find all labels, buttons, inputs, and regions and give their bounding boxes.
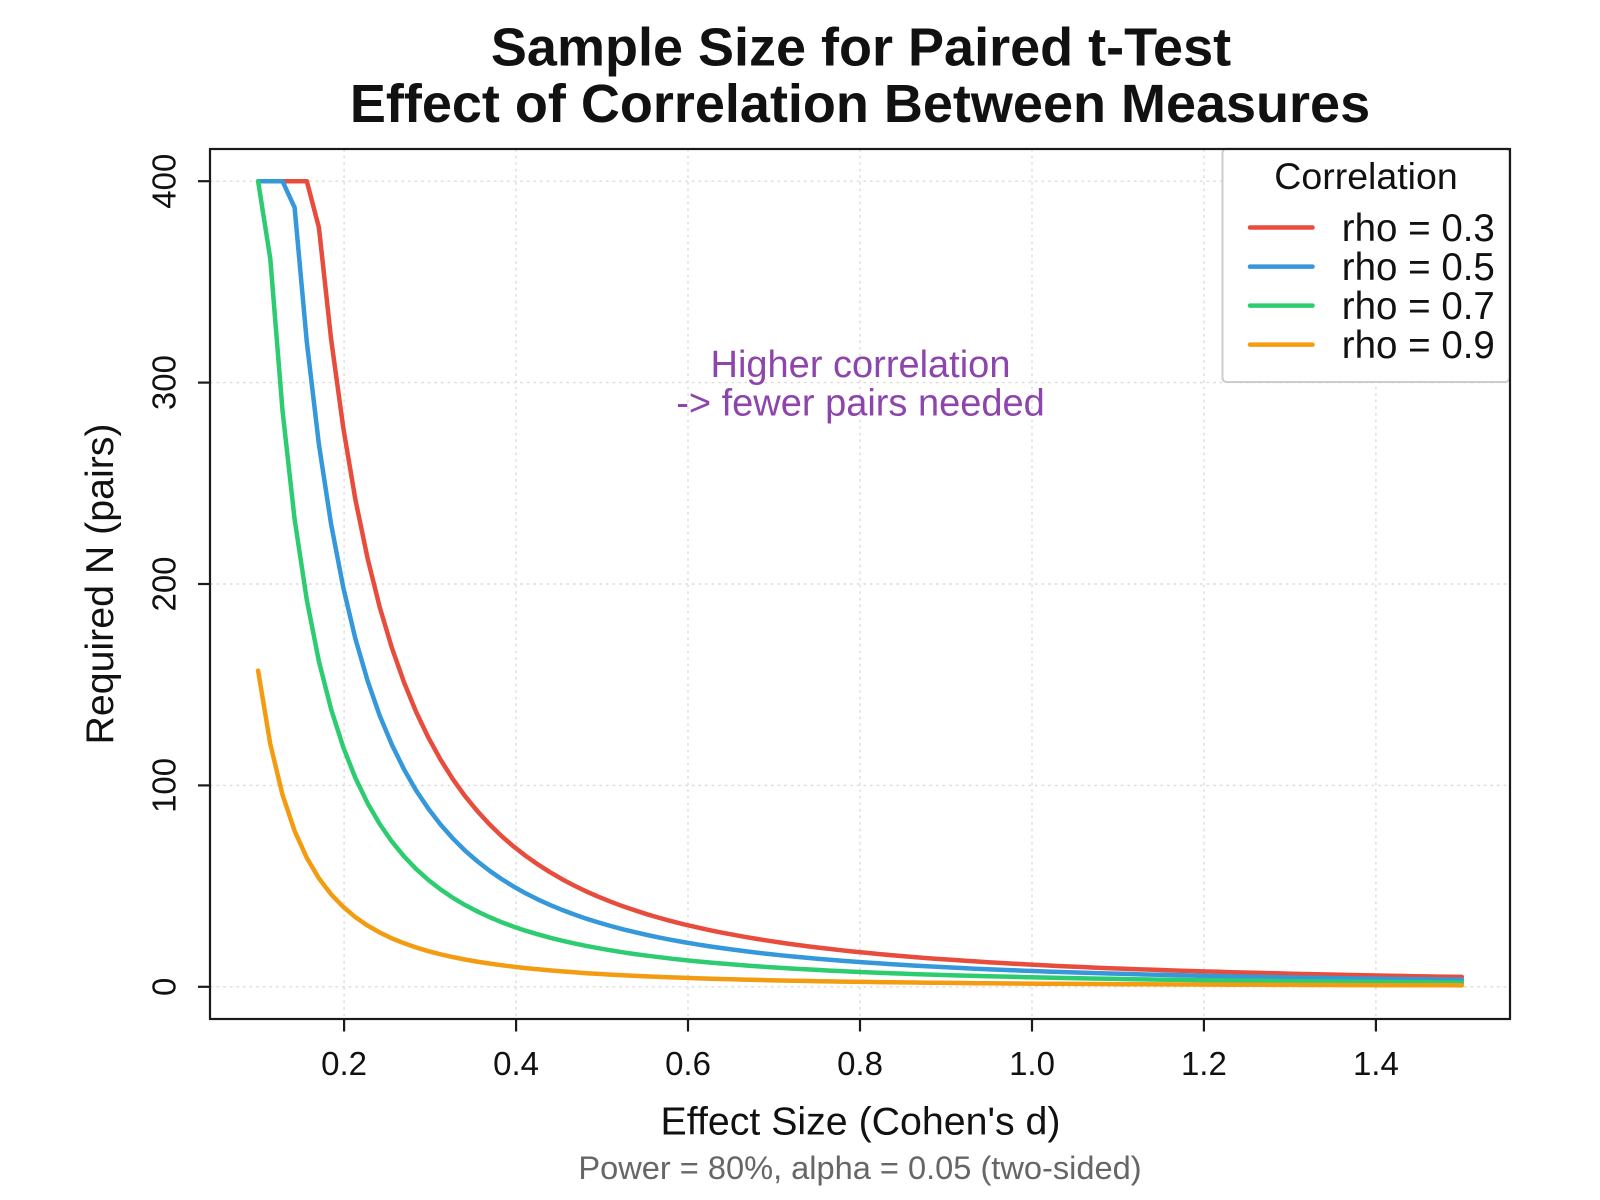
- svg-text:0.8: 0.8: [837, 1045, 883, 1082]
- svg-text:300: 300: [146, 355, 183, 410]
- svg-text:rho = 0.3: rho = 0.3: [1342, 207, 1495, 250]
- svg-text:rho = 0.7: rho = 0.7: [1342, 285, 1495, 328]
- svg-text:Power = 80%, alpha = 0.05 (two: Power = 80%, alpha = 0.05 (two-sided): [578, 1149, 1141, 1186]
- svg-text:200: 200: [146, 556, 183, 611]
- svg-text:-> fewer pairs needed: -> fewer pairs needed: [676, 383, 1045, 425]
- svg-text:1.2: 1.2: [1181, 1045, 1227, 1082]
- svg-text:rho = 0.5: rho = 0.5: [1342, 246, 1495, 289]
- svg-text:rho = 0.9: rho = 0.9: [1342, 324, 1495, 367]
- svg-text:Higher correlation: Higher correlation: [711, 344, 1011, 386]
- svg-text:0.2: 0.2: [321, 1045, 367, 1082]
- svg-text:1.4: 1.4: [1353, 1045, 1399, 1082]
- svg-text:Effect Size (Cohen's d): Effect Size (Cohen's d): [661, 1099, 1061, 1143]
- svg-text:100: 100: [146, 758, 183, 813]
- svg-text:0.6: 0.6: [665, 1045, 711, 1082]
- svg-text:Sample Size for Paired t-Test: Sample Size for Paired t-Test: [491, 18, 1231, 78]
- svg-text:0.4: 0.4: [493, 1045, 539, 1082]
- svg-text:Required N (pairs): Required N (pairs): [78, 423, 122, 744]
- svg-text:400: 400: [146, 154, 183, 209]
- svg-text:1.0: 1.0: [1009, 1045, 1055, 1082]
- svg-text:Effect of Correlation Between: Effect of Correlation Between Measures: [350, 74, 1370, 134]
- svg-text:0: 0: [146, 978, 183, 996]
- svg-text:Correlation: Correlation: [1274, 155, 1457, 197]
